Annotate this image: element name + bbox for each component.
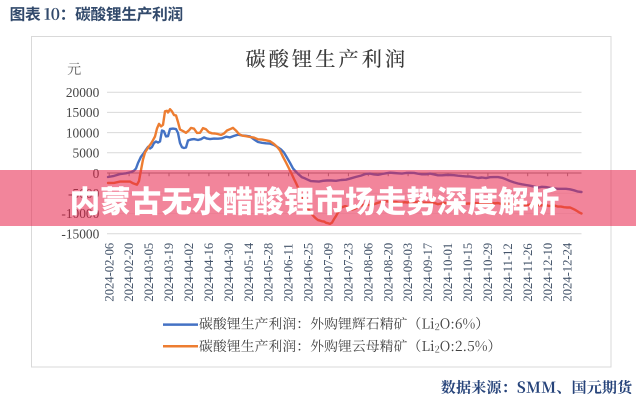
svg-text:2024-02-20: 2024-02-20 bbox=[122, 243, 136, 302]
svg-text:2024-06-11: 2024-06-11 bbox=[282, 243, 296, 301]
svg-text:2024-12-24: 2024-12-24 bbox=[561, 242, 575, 301]
svg-text:2024-02-06: 2024-02-06 bbox=[102, 243, 116, 302]
svg-text:15000: 15000 bbox=[66, 105, 100, 120]
svg-text:2024-04-30: 2024-04-30 bbox=[222, 243, 236, 302]
svg-text:2024-04-16: 2024-04-16 bbox=[202, 243, 216, 302]
svg-text:2024-08-06: 2024-08-06 bbox=[361, 243, 375, 302]
svg-text:2024-12-10: 2024-12-10 bbox=[541, 243, 555, 302]
svg-text:2024-08-20: 2024-08-20 bbox=[381, 243, 395, 302]
svg-text:2024-10-29: 2024-10-29 bbox=[481, 243, 495, 302]
svg-text:2024-03-19: 2024-03-19 bbox=[162, 243, 176, 302]
svg-text:2024-07-09: 2024-07-09 bbox=[322, 243, 336, 302]
svg-text:2024-04-02: 2024-04-02 bbox=[182, 243, 196, 302]
svg-text:-15000: -15000 bbox=[61, 226, 99, 241]
svg-text:2024-06-25: 2024-06-25 bbox=[302, 243, 316, 302]
svg-text:5000: 5000 bbox=[73, 146, 100, 161]
svg-text:2024-05-28: 2024-05-28 bbox=[262, 243, 276, 302]
svg-text:2024-11-26: 2024-11-26 bbox=[521, 243, 535, 301]
svg-text:2024-09-03: 2024-09-03 bbox=[401, 243, 415, 302]
svg-text:2024-11-12: 2024-11-12 bbox=[501, 243, 515, 301]
svg-text:2024-03-05: 2024-03-05 bbox=[142, 243, 156, 302]
svg-text:2024-09-17: 2024-09-17 bbox=[421, 243, 435, 302]
svg-text:2024-10-15: 2024-10-15 bbox=[461, 243, 475, 302]
svg-text:20000: 20000 bbox=[66, 85, 100, 100]
svg-text:2024-05-14: 2024-05-14 bbox=[242, 242, 256, 301]
svg-text:10000: 10000 bbox=[66, 125, 100, 140]
svg-text:2024-07-23: 2024-07-23 bbox=[342, 243, 356, 302]
svg-text:2024-10-01: 2024-10-01 bbox=[441, 243, 455, 302]
